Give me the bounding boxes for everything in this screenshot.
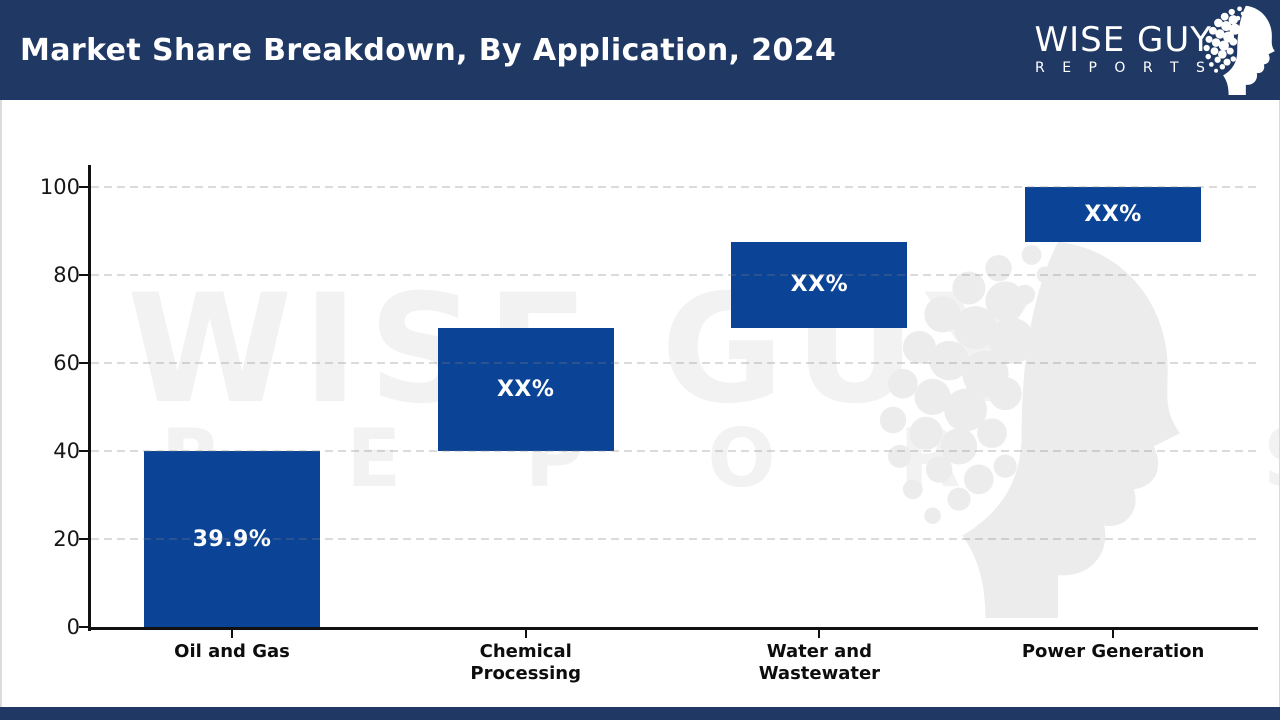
y-tick-mark [79, 186, 88, 188]
header: Market Share Breakdown, By Application, … [0, 0, 1280, 100]
bar: XX% [437, 327, 614, 451]
y-tick-label: 100 [39, 175, 80, 199]
wiseguy-logo: WISE GUY R E P O R T S [1034, 1, 1278, 99]
x-axis-line [88, 627, 1258, 630]
y-tick-mark [79, 362, 88, 364]
y-tick-mark [79, 626, 88, 628]
x-category-label: Oil and Gas [174, 641, 290, 662]
y-tick-label: 60 [53, 351, 80, 375]
y-gridline [91, 538, 1258, 540]
bar: 39.9% [144, 451, 320, 627]
x-tick-mark [1112, 630, 1115, 638]
y-axis-line [88, 165, 91, 631]
x-category-label: Power Generation [1021, 641, 1205, 662]
bar-value-label: XX% [496, 376, 555, 402]
y-tick-label: 20 [53, 527, 80, 551]
y-tick-label: 40 [53, 439, 80, 463]
x-tick-mark [231, 630, 233, 638]
x-category-label: Chemical Processing [470, 641, 581, 684]
y-gridline [91, 362, 1258, 364]
bar: XX% [731, 242, 908, 328]
x-tick-mark [524, 630, 527, 638]
x-tick-mark [818, 630, 821, 638]
y-tick-mark [79, 274, 88, 276]
page-title: Market Share Breakdown, By Application, … [20, 32, 837, 68]
y-tick-mark [79, 538, 88, 540]
logo-subtext: R E P O R T S [1035, 60, 1212, 76]
y-tick-mark [79, 450, 88, 452]
y-gridline [91, 450, 1258, 452]
x-category-label: Water and Wastewater [758, 641, 881, 684]
plot-area: 39.9% XX% XX% XX% 0 20 40 60 80 100 Oil and Gas Che… [2, 100, 1279, 707]
y-gridline [91, 186, 1258, 188]
chart-area: WISE GUY R E P O R T S 39.9% XX% XX% XX% 0 20… [0, 100, 1280, 707]
logo-wordmark: WISE GUY [1034, 20, 1212, 60]
bar-value-label: XX% [790, 272, 849, 298]
bar: XX% [1025, 187, 1202, 242]
y-tick-label: 80 [53, 263, 80, 287]
bar-value-label: XX% [1084, 202, 1142, 227]
y-tick-label: 0 [66, 615, 80, 639]
y-gridline [91, 274, 1258, 276]
bar-value-label: 39.9% [192, 526, 272, 552]
footer-bar [0, 707, 1280, 720]
